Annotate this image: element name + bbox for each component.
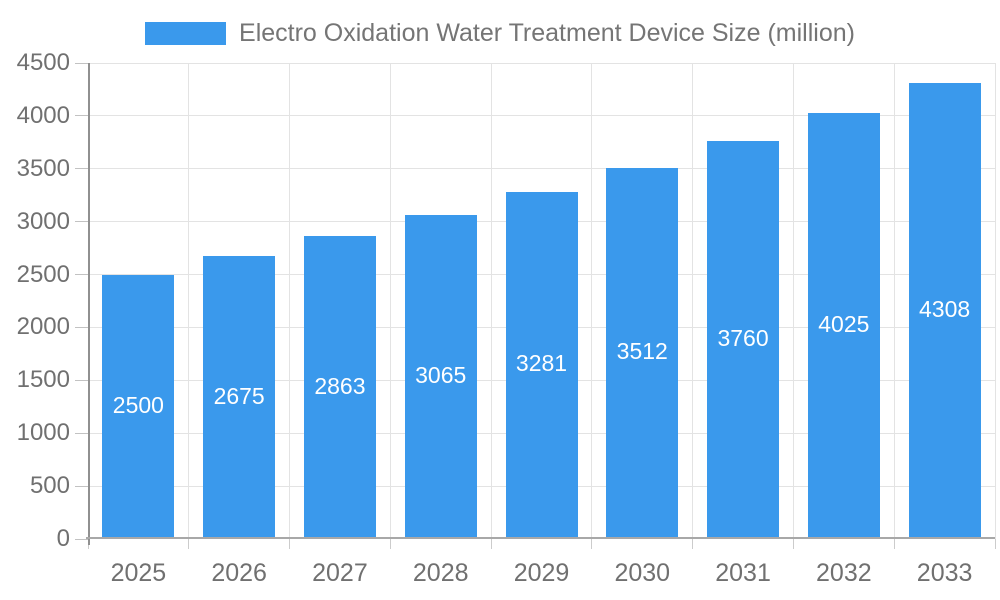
x-tick-mark bbox=[893, 539, 895, 549]
v-gridline bbox=[692, 63, 694, 539]
x-tick-label: 2032 bbox=[816, 559, 872, 587]
x-tick-mark bbox=[692, 539, 694, 549]
y-tick-label: 4000 bbox=[16, 101, 70, 129]
x-tick-label: 2030 bbox=[614, 559, 671, 587]
bar-2031[interactable]: 3760 bbox=[707, 141, 780, 537]
y-axis-line bbox=[88, 63, 90, 545]
x-tick-mark bbox=[994, 539, 996, 549]
bar-2025[interactable]: 2500 bbox=[102, 274, 175, 537]
bar-2033[interactable]: 4308 bbox=[908, 83, 981, 537]
y-tick-mark bbox=[75, 326, 88, 328]
bar-2032[interactable]: 4025 bbox=[807, 113, 880, 537]
chart-legend[interactable]: Electro Oxidation Water Treatment Device… bbox=[0, 19, 1000, 47]
h-gridline bbox=[88, 62, 995, 64]
y-tick-label: 1500 bbox=[16, 366, 70, 394]
legend-swatch-icon bbox=[145, 21, 227, 45]
v-gridline bbox=[792, 63, 794, 539]
y-tick-label: 4500 bbox=[16, 49, 70, 76]
y-tick-mark bbox=[75, 62, 88, 64]
v-gridline bbox=[591, 63, 593, 539]
y-tick-label: 500 bbox=[29, 472, 70, 500]
bar-value-label: 4308 bbox=[919, 296, 971, 323]
legend-label: Electro Oxidation Water Treatment Device… bbox=[239, 18, 855, 47]
bar-value-label: 2863 bbox=[314, 372, 366, 399]
x-tick-mark bbox=[591, 539, 593, 549]
x-tick-label: 2028 bbox=[412, 559, 469, 587]
h-gridline bbox=[88, 115, 995, 117]
x-tick-mark bbox=[389, 539, 391, 549]
y-tick-mark bbox=[75, 538, 88, 540]
x-tick-label: 2033 bbox=[916, 559, 973, 587]
x-tick-label: 2031 bbox=[715, 559, 771, 587]
v-gridline bbox=[490, 63, 492, 539]
bar-value-label: 3281 bbox=[515, 350, 568, 377]
y-tick-mark bbox=[75, 379, 88, 381]
bar-value-label: 2675 bbox=[213, 382, 265, 409]
x-tick-label: 2027 bbox=[312, 559, 368, 587]
v-gridline bbox=[188, 63, 190, 539]
x-tick-mark bbox=[188, 539, 190, 549]
x-tick-label: 2029 bbox=[513, 559, 570, 587]
x-tick-label: 2026 bbox=[211, 559, 267, 587]
x-tick-mark bbox=[289, 539, 291, 549]
y-tick-label: 2000 bbox=[16, 313, 70, 341]
y-tick-label: 3500 bbox=[16, 154, 70, 182]
v-gridline bbox=[389, 63, 391, 539]
y-tick-mark bbox=[75, 432, 88, 434]
bar-value-label: 4025 bbox=[818, 311, 870, 338]
bar-2028[interactable]: 3065 bbox=[404, 214, 477, 537]
y-tick-mark bbox=[75, 221, 88, 223]
x-tick-label: 2025 bbox=[110, 559, 167, 587]
bar-2027[interactable]: 2863 bbox=[303, 236, 376, 537]
bar-2026[interactable]: 2675 bbox=[203, 256, 276, 537]
x-tick-mark bbox=[490, 539, 492, 549]
y-tick-label: 3000 bbox=[16, 207, 70, 235]
plot-area: 2500 2675 2863 3065 3281 3512 3760 4025 4308 0 50… bbox=[17, 50, 996, 587]
bar-value-label: 3760 bbox=[717, 325, 769, 352]
v-gridline bbox=[289, 63, 291, 539]
x-axis-line bbox=[86, 537, 995, 539]
y-tick-label: 2500 bbox=[16, 260, 70, 288]
bar-2030[interactable]: 3512 bbox=[606, 167, 679, 537]
y-tick-label: 0 bbox=[56, 525, 70, 552]
bar-value-label: 2500 bbox=[112, 391, 164, 418]
x-tick-mark bbox=[792, 539, 794, 549]
y-tick-mark bbox=[75, 115, 88, 117]
bar-value-label: 3512 bbox=[616, 338, 668, 365]
v-gridline bbox=[893, 63, 895, 539]
y-tick-label: 1000 bbox=[16, 419, 70, 447]
bar-value-label: 3065 bbox=[415, 361, 467, 388]
v-gridline bbox=[994, 63, 996, 539]
y-tick-mark bbox=[75, 168, 88, 170]
y-tick-mark bbox=[75, 274, 88, 276]
bar-2029[interactable]: 3281 bbox=[505, 191, 578, 537]
y-tick-mark bbox=[75, 485, 88, 487]
h-gridline bbox=[88, 168, 995, 170]
